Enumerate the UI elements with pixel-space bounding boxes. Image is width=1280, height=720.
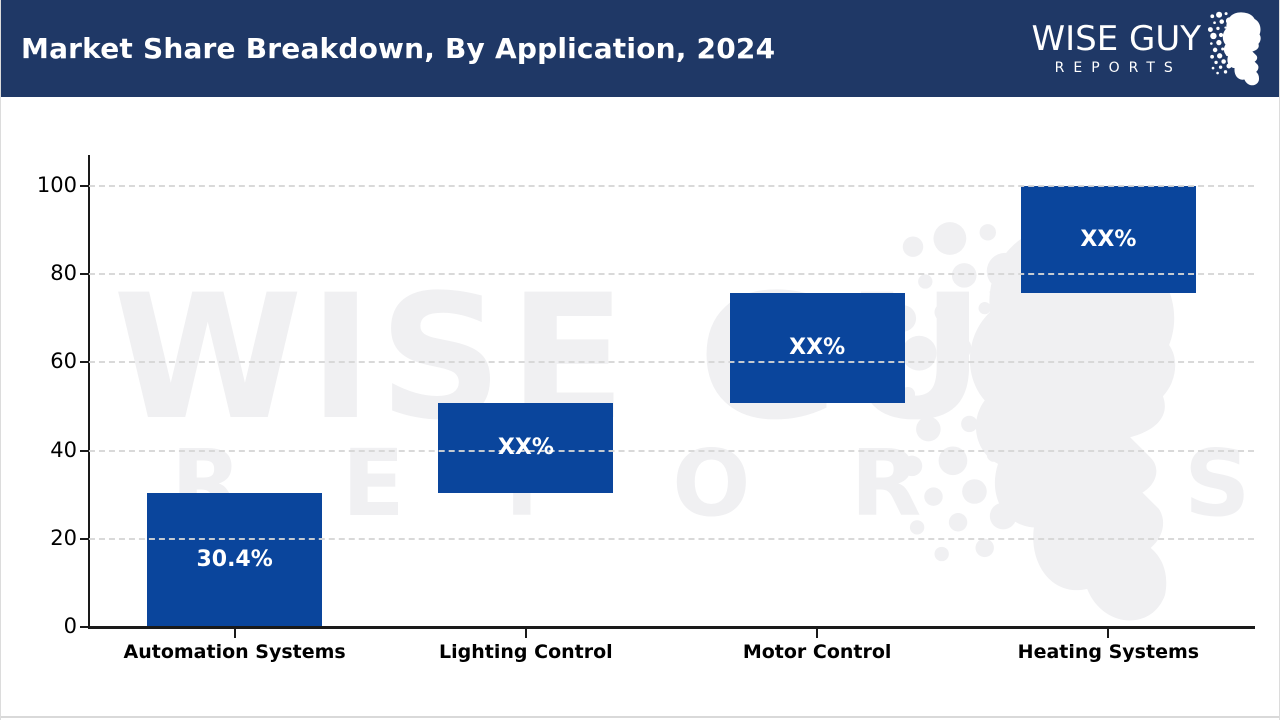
header: Market Share Breakdown, By Application, … xyxy=(1,0,1279,97)
logo-text: WISE GUY REPORTS xyxy=(1031,22,1201,75)
gridline xyxy=(89,361,1254,364)
bar-segment xyxy=(729,293,905,403)
bar-segment xyxy=(438,402,614,493)
x-tick-mark xyxy=(1107,629,1110,638)
y-tick-label: 20 xyxy=(50,525,77,550)
y-tick-label: 0 xyxy=(63,614,77,638)
bottom-divider xyxy=(1,716,1279,718)
y-tick-mark xyxy=(80,537,89,540)
bar-segment xyxy=(147,492,323,627)
logo-wordmark: WISE GUY xyxy=(1031,19,1201,59)
y-tick-mark xyxy=(80,449,89,452)
bar-value-label: XX% xyxy=(1080,226,1137,252)
chart-title: Market Share Breakdown, By Application, … xyxy=(21,32,776,65)
y-tick-mark xyxy=(80,273,89,276)
x-axis-line xyxy=(88,626,1255,629)
x-tick-mark xyxy=(524,629,527,638)
bar-value-label: XX% xyxy=(497,434,554,460)
y-tick-label: 40 xyxy=(50,437,77,462)
x-tick-mark xyxy=(816,629,819,638)
bar-segment xyxy=(1020,186,1196,294)
y-axis-line xyxy=(88,155,90,628)
gridline xyxy=(89,185,1254,187)
x-category-label: Automation Systems xyxy=(123,641,346,663)
y-tick-mark xyxy=(80,361,89,364)
x-category-label: Heating Systems xyxy=(1017,641,1200,663)
x-tick-mark xyxy=(233,629,236,638)
x-category-label: Motor Control xyxy=(742,641,892,663)
gridline xyxy=(89,273,1254,276)
gridline xyxy=(89,449,1254,452)
y-tick-mark xyxy=(80,185,89,187)
watermark-text: WISE GUY xyxy=(113,257,1122,458)
y-tick-label: 60 xyxy=(50,349,77,374)
bar-value-label: XX% xyxy=(789,335,846,361)
y-tick-label: 80 xyxy=(50,261,77,286)
gridline xyxy=(89,537,1254,540)
logo-subtext: REPORTS xyxy=(1054,60,1182,76)
wiseguy-logo: WISE GUY REPORTS xyxy=(1031,11,1267,87)
x-category-label: Lighting Control xyxy=(439,641,613,663)
y-tick-mark xyxy=(80,626,89,628)
y-tick-label: 100 xyxy=(36,173,77,197)
bar-value-label: 30.4% xyxy=(196,546,273,572)
wiseguy-face-icon xyxy=(1207,11,1261,85)
